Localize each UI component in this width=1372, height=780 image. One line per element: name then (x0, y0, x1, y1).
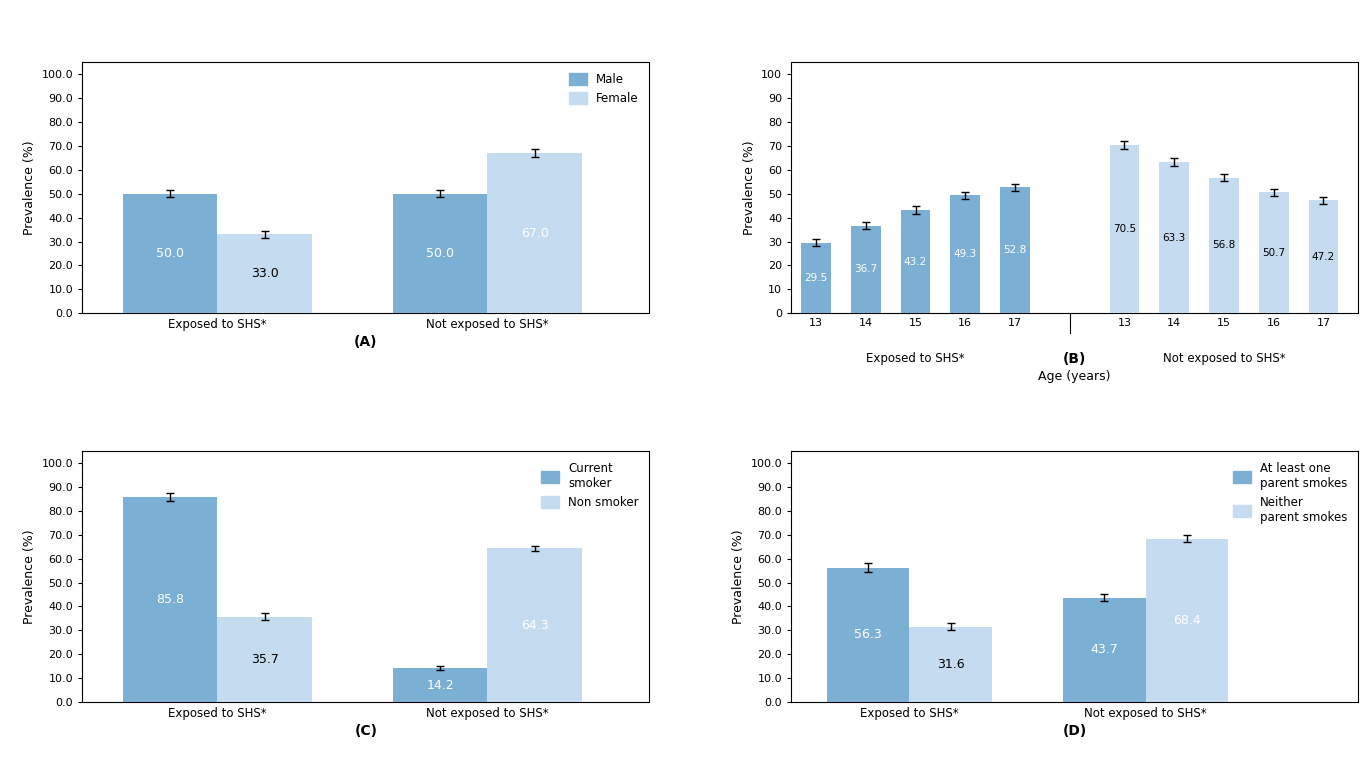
Bar (801, 243, 831, 314)
Text: 49.3: 49.3 (954, 250, 977, 259)
X-axis label: Age (years): Age (years) (1039, 370, 1111, 383)
Text: 67.0: 67.0 (521, 227, 549, 239)
Bar (826, 568, 910, 702)
Y-axis label: Prevalence (%): Prevalence (%) (733, 530, 745, 624)
Text: 33.0: 33.0 (251, 268, 279, 280)
Text: 50.7: 50.7 (1262, 248, 1286, 257)
Text: 43.2: 43.2 (904, 257, 927, 267)
Legend: Male, Female: Male, Female (564, 69, 643, 110)
Text: 56.3: 56.3 (855, 628, 882, 641)
Bar (1209, 178, 1239, 314)
Text: 47.2: 47.2 (1312, 252, 1335, 262)
Bar (910, 626, 992, 702)
Legend: Current
smoker, Non smoker: Current smoker, Non smoker (536, 457, 643, 513)
Bar (392, 668, 487, 702)
Text: (A): (A) (354, 335, 377, 349)
Text: 14.2: 14.2 (427, 679, 454, 692)
Legend: At least one
parent smokes, Neither
parent smokes: At least one parent smokes, Neither pare… (1228, 457, 1353, 528)
Bar (851, 225, 881, 314)
Bar (900, 210, 930, 314)
Text: 43.7: 43.7 (1091, 644, 1118, 656)
Text: 31.6: 31.6 (937, 658, 965, 671)
Bar (217, 235, 311, 314)
Bar (392, 193, 487, 314)
Bar (217, 617, 311, 702)
Text: (B): (B) (1063, 353, 1087, 367)
Bar (487, 548, 582, 702)
Text: Not exposed to SHS*: Not exposed to SHS* (1162, 352, 1286, 365)
Text: (D): (D) (1062, 724, 1087, 738)
Text: 70.5: 70.5 (1113, 224, 1136, 234)
Text: 35.7: 35.7 (251, 653, 279, 666)
Text: 56.8: 56.8 (1213, 240, 1236, 250)
Text: 85.8: 85.8 (156, 593, 184, 606)
Bar (1146, 539, 1228, 702)
Y-axis label: Prevalence (%): Prevalence (%) (23, 140, 36, 235)
Bar (123, 497, 217, 702)
Bar (1258, 192, 1288, 314)
Text: 36.7: 36.7 (855, 264, 878, 275)
Text: 29.5: 29.5 (804, 273, 827, 283)
Y-axis label: Prevalence (%): Prevalence (%) (742, 140, 756, 235)
Bar (123, 193, 217, 314)
Text: 50.0: 50.0 (156, 247, 184, 260)
Bar (951, 196, 980, 314)
Text: 50.0: 50.0 (427, 247, 454, 260)
Bar (1309, 200, 1338, 314)
Text: 64.3: 64.3 (521, 619, 549, 632)
Text: 52.8: 52.8 (1003, 245, 1026, 255)
Bar (487, 153, 582, 314)
Bar (1110, 145, 1139, 314)
Y-axis label: Prevalence (%): Prevalence (%) (23, 530, 36, 624)
Text: Exposed to SHS*: Exposed to SHS* (866, 352, 965, 365)
Bar (1063, 597, 1146, 702)
Text: 68.4: 68.4 (1173, 614, 1200, 627)
Bar (1159, 162, 1190, 314)
Bar (1000, 187, 1030, 314)
Text: (C): (C) (354, 724, 377, 738)
Text: 63.3: 63.3 (1162, 232, 1185, 243)
